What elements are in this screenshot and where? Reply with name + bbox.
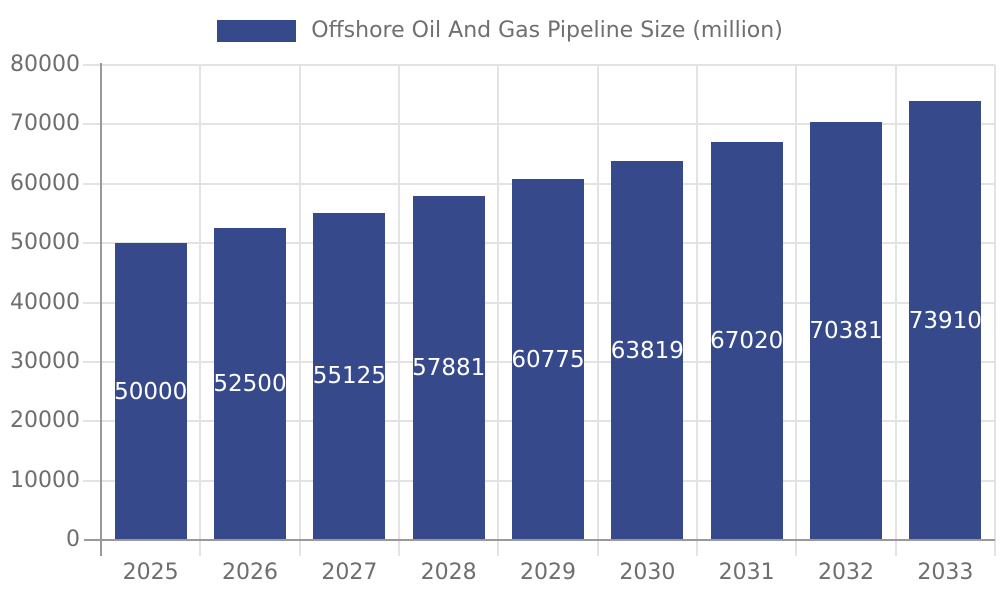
- x-axis-tick-label: 2027: [321, 560, 378, 585]
- gridline-vertical: [398, 65, 400, 556]
- bar-2029[interactable]: [512, 179, 584, 540]
- legend-swatch-icon[interactable]: [217, 20, 297, 42]
- y-axis-tick-label: 10000: [10, 467, 80, 493]
- gridline-vertical: [795, 65, 798, 556]
- bar-value-label: 55125: [312, 363, 386, 390]
- x-axis-tick-label: 2025: [122, 560, 179, 585]
- bar-2031[interactable]: [710, 142, 783, 540]
- gridline-vertical: [696, 65, 698, 556]
- bar-2032[interactable]: [810, 122, 882, 540]
- x-axis-tick-label: 2031: [718, 560, 775, 585]
- gridline-vertical: [596, 65, 599, 556]
- bar-value-label: 70381: [809, 318, 883, 345]
- gridline-vertical: [199, 65, 202, 556]
- legend: Offshore Oil And Gas Pipeline Size (mill…: [0, 20, 1000, 42]
- bar-2028[interactable]: [412, 196, 485, 540]
- x-axis-tick-label: 2026: [222, 560, 278, 585]
- y-axis-tick-label: 30000: [10, 348, 80, 374]
- y-axis-tick-label: 20000: [10, 408, 80, 434]
- gridline-vertical: [894, 65, 897, 556]
- gridline-vertical: [298, 65, 301, 556]
- x-axis-line: [84, 539, 995, 541]
- bar-2025[interactable]: [114, 243, 187, 540]
- x-axis-tick-label: 2029: [520, 560, 576, 585]
- x-axis-tick-label: 2030: [619, 560, 676, 585]
- y-axis-tick-label: 0: [66, 527, 80, 552]
- bar-2030[interactable]: [611, 161, 684, 540]
- x-axis-tick-label: 2033: [917, 560, 974, 585]
- gridline-horizontal: [83, 123, 995, 126]
- y-axis-tick-label: 60000: [10, 170, 80, 196]
- y-axis-tick-label: 40000: [10, 289, 80, 315]
- y-axis-line: [100, 63, 102, 556]
- bar-value-label: 52500: [213, 371, 287, 398]
- bar-value-label: 50000: [114, 378, 188, 405]
- bar-value-label: 73910: [908, 307, 982, 334]
- gridline-vertical: [497, 65, 500, 556]
- bar-value-label: 60775: [511, 346, 585, 373]
- y-axis-tick-label: 80000: [10, 52, 80, 77]
- x-axis-tick-label: 2028: [420, 560, 477, 585]
- bar-2027[interactable]: [313, 212, 386, 540]
- bar-2026[interactable]: [214, 228, 286, 540]
- gridline-vertical: [994, 65, 996, 556]
- y-axis-tick-label: 70000: [10, 111, 80, 137]
- bar-2033[interactable]: [909, 101, 982, 540]
- bar-value-label: 67020: [710, 328, 784, 355]
- x-axis-tick-label: 2032: [818, 560, 874, 585]
- bar-value-label: 57881: [412, 355, 486, 382]
- bar-value-label: 63819: [610, 337, 684, 364]
- y-axis-tick-label: 50000: [10, 230, 80, 256]
- gridline-horizontal: [83, 64, 995, 66]
- legend-label[interactable]: Offshore Oil And Gas Pipeline Size (mill…: [311, 18, 783, 43]
